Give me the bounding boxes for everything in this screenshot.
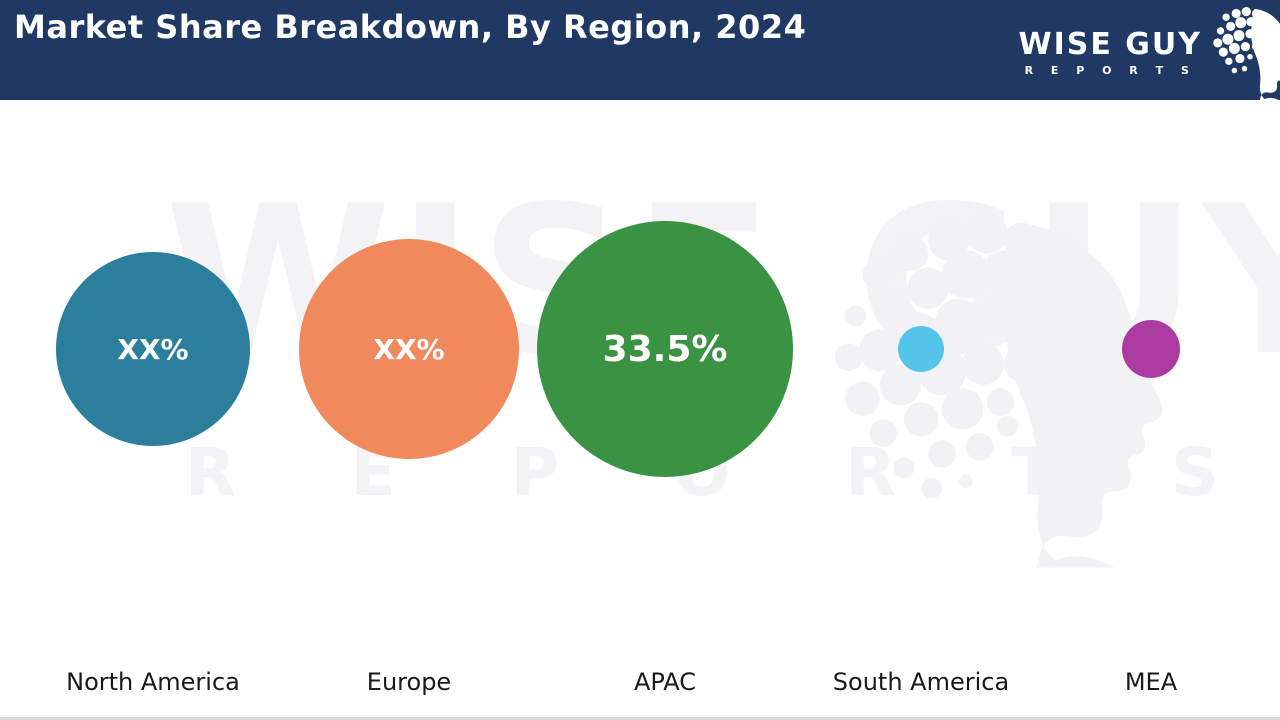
bubble-value-label: 33.5%	[602, 328, 728, 370]
bottom-divider	[0, 717, 1280, 720]
bubble-apac[interactable]: 33.5%	[537, 221, 793, 477]
bubble-value-label: XX%	[117, 332, 189, 366]
brand-logo: WISE GUY R E P O R T S	[1018, 6, 1280, 100]
logo-subtext: R E P O R T S	[1024, 63, 1196, 77]
category-label-mea: MEA	[1124, 668, 1178, 696]
bubble-mea[interactable]	[1122, 320, 1180, 378]
category-label-north-america: North America	[66, 668, 240, 696]
bubble-north-america[interactable]: XX%	[56, 252, 250, 446]
page-title: Market Share Breakdown, By Region, 2024	[14, 8, 807, 46]
bubble-value-label: XX%	[373, 332, 445, 366]
bubble-europe[interactable]: XX%	[299, 239, 519, 459]
logo-wordmark: WISE GUY	[1018, 26, 1202, 62]
category-label-south-america: South America	[832, 668, 1010, 696]
wiseguy-head-icon	[1213, 7, 1280, 100]
category-label-apac: APAC	[633, 668, 697, 696]
header: Market Share Breakdown, By Region, 2024 …	[0, 0, 1280, 100]
category-label-europe: Europe	[366, 668, 452, 696]
bubble-south-america[interactable]	[898, 326, 944, 372]
watermark-head-icon	[834, 212, 1163, 568]
